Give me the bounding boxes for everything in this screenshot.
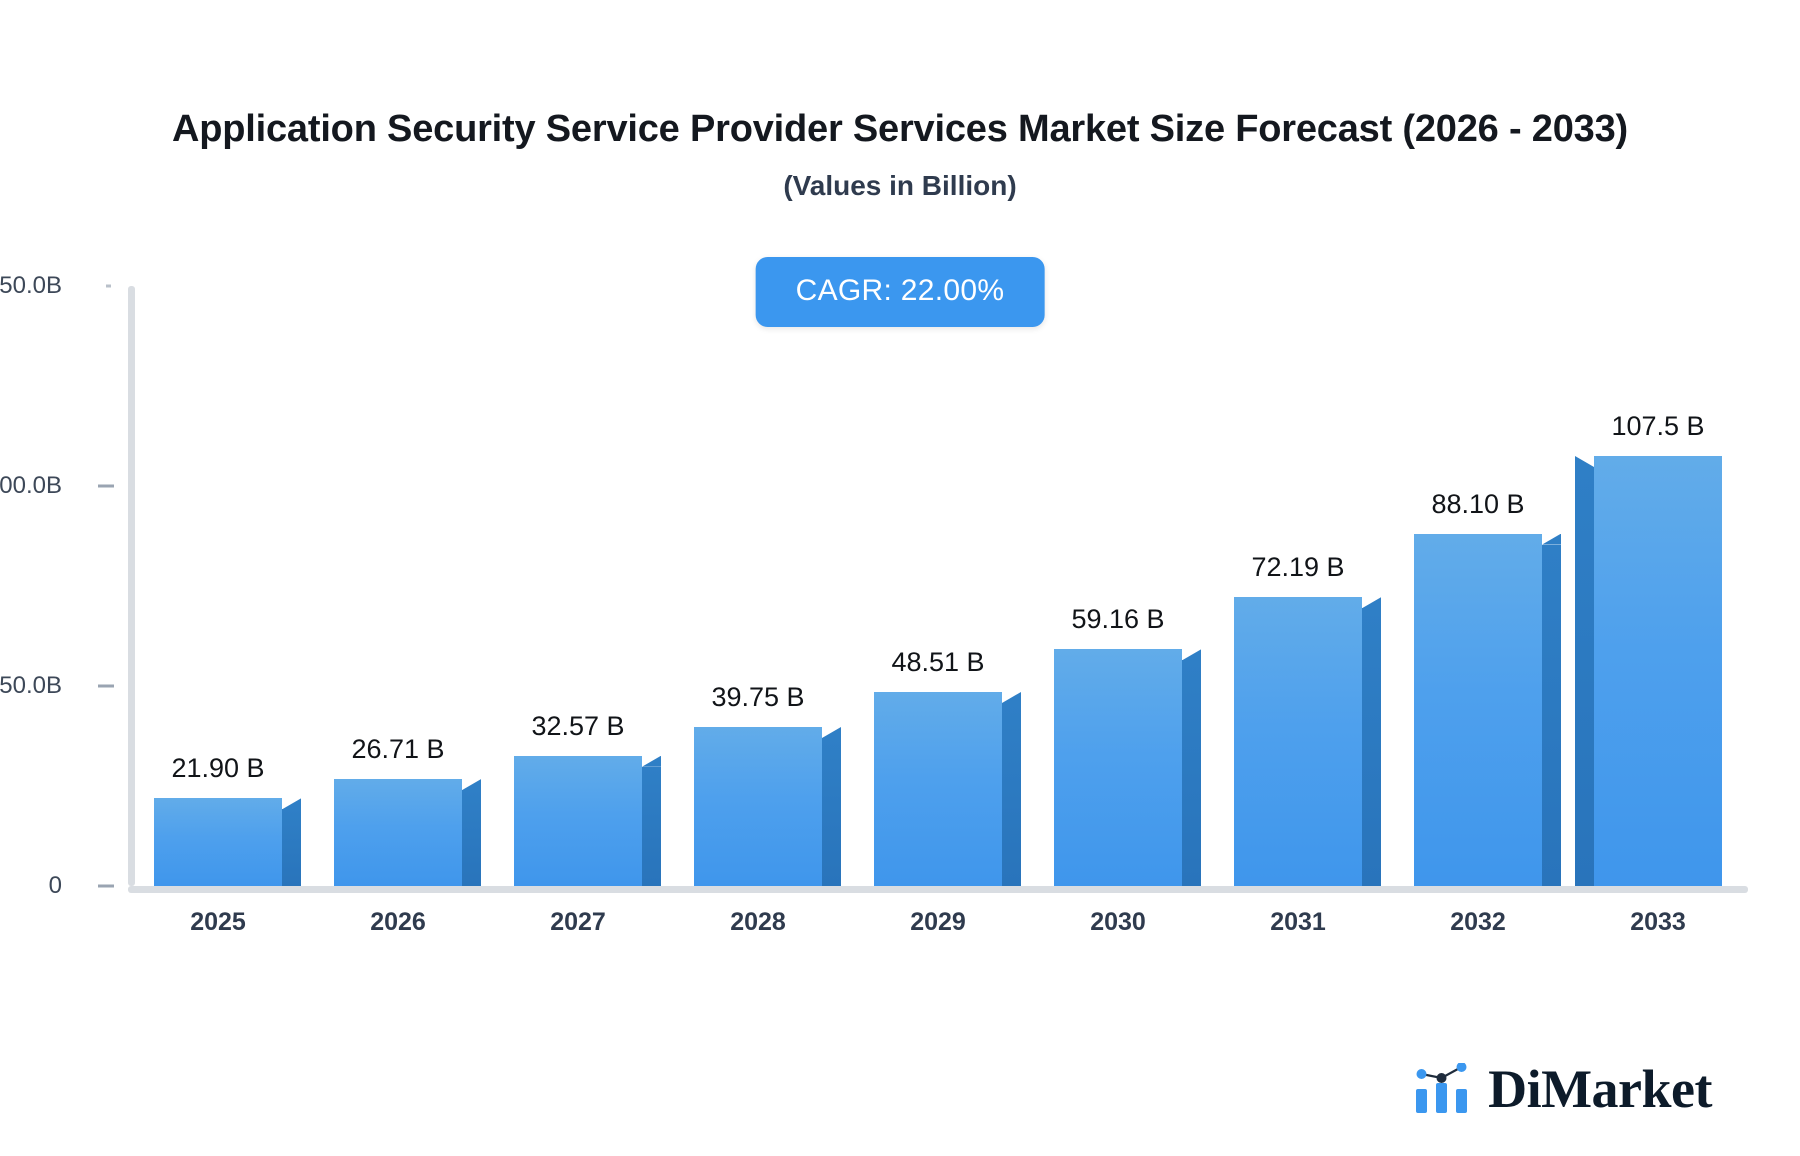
bar-column[interactable]: 32.57 B	[514, 711, 661, 886]
y-axis-line	[128, 286, 135, 886]
bar-column[interactable]: 48.51 B	[874, 647, 1021, 886]
x-axis-tick-label: 2029	[910, 908, 966, 936]
bar-top-face	[822, 727, 841, 738]
bar-front-face	[1234, 597, 1362, 886]
bar-column[interactable]: 72.19 B	[1234, 552, 1381, 886]
x-axis-tick-label: 2030	[1090, 908, 1146, 936]
bar-front-face	[1414, 533, 1542, 886]
x-axis-tick-label: 2032	[1450, 908, 1506, 936]
bar-top-face	[1002, 691, 1021, 703]
bar-3d: 21.90 B	[154, 753, 301, 886]
bar-column[interactable]: 107.5 B	[1575, 411, 1722, 886]
bar-front-face	[514, 755, 642, 886]
y-axis-tick-mark	[98, 484, 114, 488]
bar-front-face	[874, 691, 1002, 886]
bar-side-face	[1362, 608, 1381, 886]
bar-3d: 107.5 B	[1575, 411, 1722, 886]
y-axis-tick-label: 150.0B	[0, 272, 62, 299]
bar-top-face	[642, 755, 661, 767]
y-axis-tick-mark	[106, 284, 111, 288]
y-axis-tick-label: 50.0B	[0, 672, 62, 699]
y-axis-tick-label: 0	[48, 872, 62, 899]
bar-value-label: 88.10 B	[1431, 488, 1525, 519]
bar-value-label: 59.16 B	[1071, 604, 1165, 635]
bar-3d: 26.71 B	[334, 734, 481, 886]
brand-logo: DiMarket	[1414, 1062, 1712, 1116]
x-axis-tick-label: 2028	[730, 908, 786, 936]
bar-column[interactable]: 21.90 B	[154, 753, 301, 886]
bar-value-label: 48.51 B	[891, 646, 985, 677]
bar-3d: 72.19 B	[1234, 552, 1381, 886]
bar-value-label: 39.75 B	[711, 682, 805, 712]
bar-value-label: 72.19 B	[1251, 552, 1345, 583]
bar-top-face	[282, 798, 301, 810]
bar-side-face	[282, 809, 301, 886]
bar-front-face	[1054, 649, 1182, 886]
bar-value-label: 21.90 B	[171, 753, 265, 784]
x-axis-tick-label: 2025	[190, 908, 246, 936]
bar-side-face	[1002, 702, 1021, 886]
bar-side-face	[822, 738, 841, 886]
bar-front-face	[334, 779, 462, 886]
bar-value-label: 107.5 B	[1611, 411, 1705, 441]
bar-top-face	[1362, 597, 1381, 609]
bar-side-face	[642, 766, 661, 886]
bar-value-label: 26.71 B	[351, 734, 445, 765]
x-axis-tick-label: 2026	[370, 908, 426, 936]
cagr-badge: CAGR: 22.00%	[755, 257, 1045, 327]
bar-top-face	[1182, 649, 1201, 661]
bar-3d: 32.57 B	[514, 711, 661, 886]
page-title: Application Security Service Provider Se…	[172, 108, 1628, 150]
bar-side-face	[462, 790, 481, 886]
x-axis-tick-label: 2027	[550, 908, 606, 936]
bar-column[interactable]: 88.10 B	[1414, 489, 1561, 886]
plot-area: 21.90 B 26.71 B 32.57 B 39.75 B 48.51 B 59.16…	[98, 284, 1748, 893]
bar-3d: 88.10 B	[1414, 489, 1561, 886]
bar-3d: 59.16 B	[1054, 604, 1201, 886]
bar-column[interactable]: 26.71 B	[334, 734, 481, 886]
bar-side-face	[1542, 544, 1561, 886]
bar-column[interactable]: 59.16 B	[1054, 604, 1201, 886]
chart-subtitle: (Values in Billion)	[783, 170, 1017, 201]
bar-3d: 39.75 B	[694, 682, 841, 886]
bar-side-face	[1575, 467, 1594, 886]
bar-chart-logo-icon	[1416, 1063, 1468, 1113]
bar-top-face	[1575, 456, 1594, 467]
y-axis-tick-label: 100.0B	[0, 472, 62, 499]
bar-value-label: 32.57 B	[531, 710, 625, 741]
bar-column[interactable]: 39.75 B	[694, 682, 841, 886]
bar-front-face	[694, 727, 822, 886]
bar-top-face	[1542, 533, 1561, 545]
logo-wordmark: DiMarket	[1488, 1059, 1712, 1119]
bar-3d: 48.51 B	[874, 647, 1021, 886]
bar-top-face	[462, 779, 481, 791]
x-axis-tick-label: 2031	[1270, 908, 1326, 936]
bar-front-face	[154, 798, 282, 886]
y-axis-tick-mark	[98, 884, 114, 888]
bar-front-face	[1594, 456, 1722, 886]
bar-side-face	[1182, 660, 1201, 886]
y-axis-tick-mark	[98, 684, 114, 688]
x-axis-line	[128, 886, 1748, 893]
x-axis-tick-label: 2033	[1630, 908, 1686, 936]
